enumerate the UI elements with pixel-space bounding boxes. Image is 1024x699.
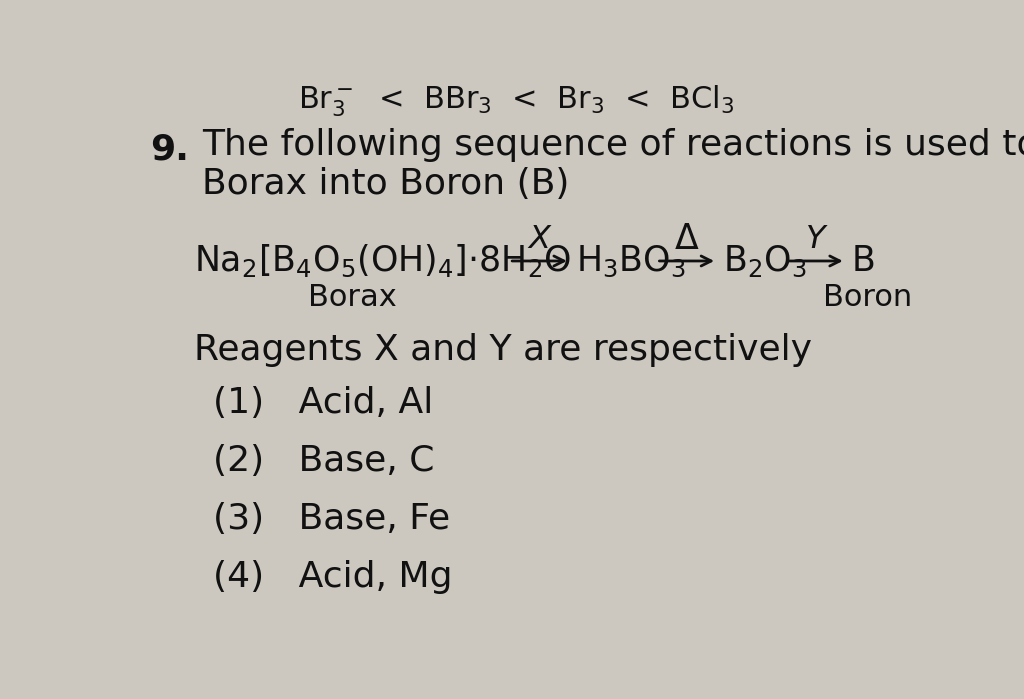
Text: Borax: Borax: [308, 283, 397, 312]
Text: $\mathrm{Br_3^-}$  <  $\mathrm{BBr_3}$  <  $\mathrm{Br_3}$  <  $\mathrm{BCl_3}$: $\mathrm{Br_3^-}$ < $\mathrm{BBr_3}$ < $…: [299, 83, 734, 119]
Text: (4)   Acid, Mg: (4) Acid, Mg: [213, 560, 453, 593]
Text: $\Delta$: $\Delta$: [674, 222, 699, 257]
Text: Reagents X and Y are respectively: Reagents X and Y are respectively: [194, 333, 812, 366]
Text: Na$_2$[B$_4$O$_5$(OH)$_4$]$\cdot$8H$_2$O: Na$_2$[B$_4$O$_5$(OH)$_4$]$\cdot$8H$_2$O: [194, 243, 571, 279]
Text: (3)   Base, Fe: (3) Base, Fe: [213, 502, 451, 536]
Text: (2)   Base, C: (2) Base, C: [213, 444, 435, 478]
Text: B$_2$O$_3$: B$_2$O$_3$: [723, 243, 807, 279]
Text: (1)   Acid, Al: (1) Acid, Al: [213, 387, 433, 420]
Text: H$_3$BO$_3$: H$_3$BO$_3$: [575, 243, 686, 279]
Text: B: B: [852, 244, 876, 278]
Text: X: X: [528, 224, 551, 255]
Text: Boron: Boron: [823, 283, 912, 312]
Text: Borax into Boron (B): Borax into Boron (B): [202, 167, 569, 201]
Text: The following sequence of reactions is used to convert: The following sequence of reactions is u…: [202, 129, 1024, 162]
Text: 9.: 9.: [150, 132, 188, 166]
Text: Y: Y: [806, 224, 825, 255]
